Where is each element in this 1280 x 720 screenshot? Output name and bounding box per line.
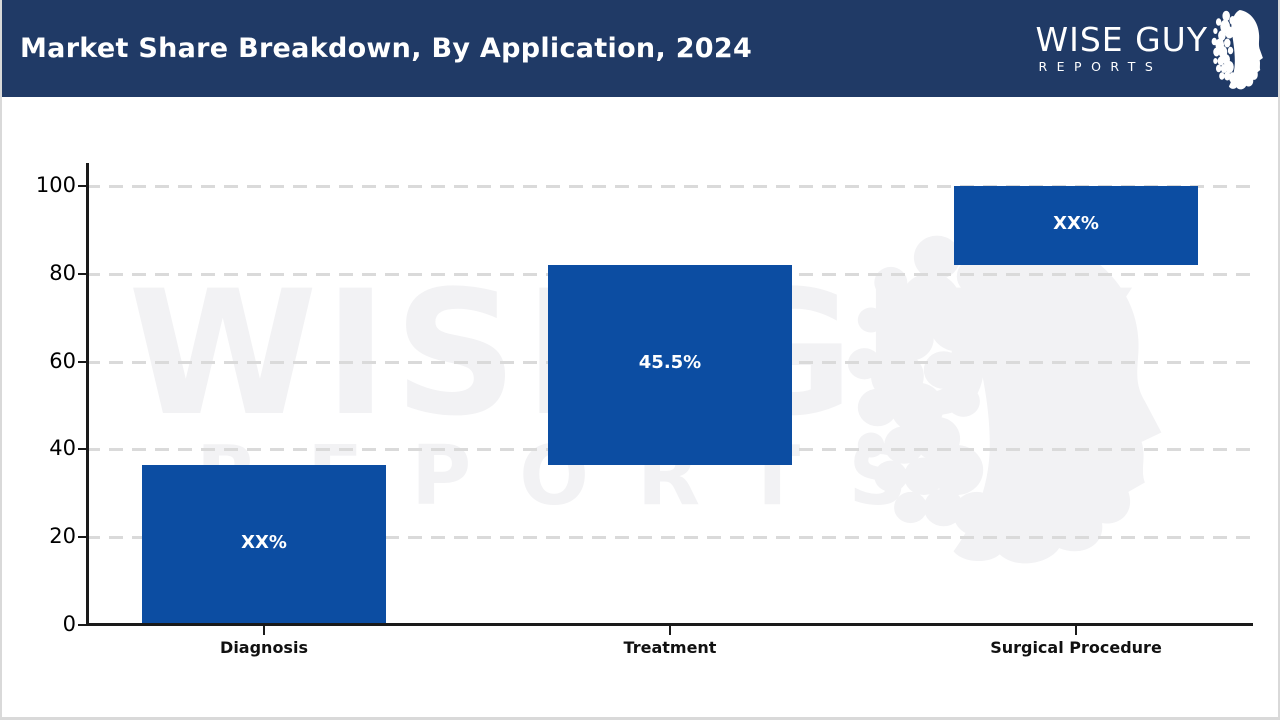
x-axis-label-surgical-procedure: Surgical Procedure	[990, 638, 1162, 657]
page-title: Market Share Breakdown, By Application, …	[20, 33, 753, 64]
y-tick-label-100: 100	[35, 173, 76, 197]
x-axis-line	[86, 623, 1253, 626]
gridline-20	[86, 536, 1253, 540]
watermark-head-icon	[847, 232, 1162, 564]
header-bar: Market Share Breakdown, By Application, …	[0, 0, 1280, 97]
y-tick-label-20: 20	[49, 524, 76, 549]
y-tick-label-40: 40	[49, 436, 76, 461]
y-tick-20	[78, 536, 86, 539]
y-tick-label-80: 80	[49, 260, 76, 285]
y-tick-40	[78, 448, 86, 451]
y-tick-0	[78, 624, 86, 626]
y-tick-60	[78, 360, 86, 363]
x-tick-surgical-procedure	[1075, 626, 1077, 635]
bar-treatment	[548, 265, 792, 465]
x-axis-label-treatment: Treatment	[623, 638, 717, 657]
logo-wordmark: WISE GUY	[1035, 20, 1208, 60]
logo-head-icon	[1211, 9, 1263, 89]
bar-diagnosis	[142, 464, 386, 625]
bar-value-label-treatment: 45.5%	[638, 351, 702, 373]
y-tick-80	[78, 272, 86, 275]
y-tick-100	[78, 185, 86, 187]
logo-subtext: REPORTS	[1038, 58, 1163, 74]
wise-guy-reports-logo: WISE GUY REPORTS	[1035, 7, 1280, 91]
x-axis-label-diagnosis: Diagnosis	[220, 638, 308, 657]
bar-value-label-diagnosis: XX%	[241, 531, 287, 553]
bar-surgical-procedure	[954, 186, 1198, 266]
y-axis-line	[86, 163, 89, 626]
y-tick-label-0: 0	[62, 612, 76, 636]
x-tick-diagnosis	[263, 626, 265, 635]
y-tick-label-60: 60	[49, 348, 76, 373]
x-tick-treatment	[669, 626, 671, 635]
logo-text: WISE GUY REPORTS	[1035, 23, 1208, 74]
bar-value-label-surgical-procedure: XX%	[1053, 212, 1099, 234]
gridline-100	[86, 185, 1253, 188]
